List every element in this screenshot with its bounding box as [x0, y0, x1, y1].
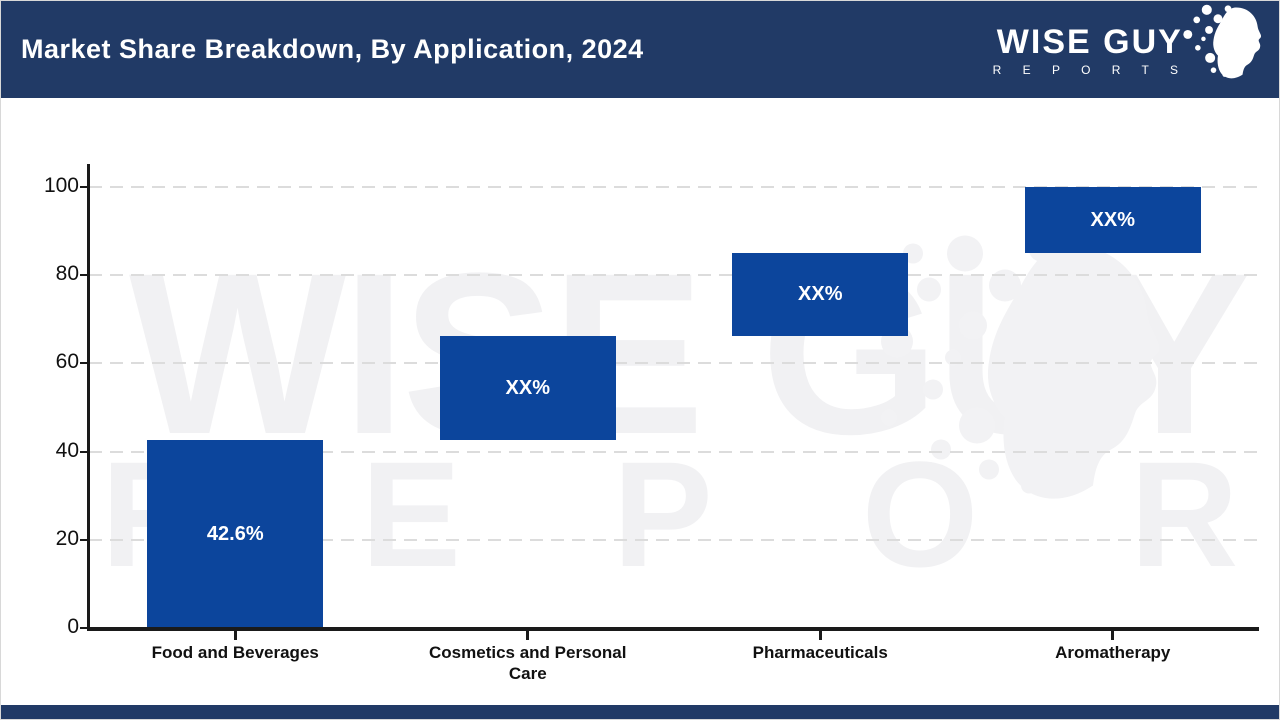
- x-axis-category-label: Aromatherapy: [1055, 643, 1171, 662]
- x-axis-category-label: Cosmetics and Personal Care: [429, 643, 627, 684]
- y-axis-tick-mark: [80, 274, 88, 277]
- gridline-80: [89, 274, 1259, 277]
- logo-text: WISE GUY R E P O R T S: [993, 23, 1187, 77]
- y-axis-tick-mark: [80, 450, 88, 453]
- y-axis-tick-label: 60: [55, 350, 79, 374]
- gridline-40: [89, 450, 1259, 453]
- x-axis-category-label: Pharmaceuticals: [752, 643, 888, 662]
- bar-food-and-beverages: 42.6%: [147, 440, 324, 628]
- y-axis-line: [87, 164, 90, 631]
- y-axis-tick-label: 40: [55, 438, 79, 462]
- page-title: Market Share Breakdown, By Application, …: [21, 34, 644, 64]
- y-axis-tick-mark: [80, 186, 88, 188]
- header-bar: Market Share Breakdown, By Application, …: [1, 1, 1279, 98]
- bar-value-label: XX%: [505, 376, 550, 399]
- y-axis-tick-mark: [80, 538, 88, 541]
- x-axis-line: [87, 627, 1259, 631]
- y-axis-tick-mark: [80, 627, 88, 629]
- gridline-20: [89, 538, 1259, 541]
- wise-guy-logo: WISE GUY R E P O R T S: [993, 2, 1273, 97]
- x-axis-tick-mark: [818, 631, 822, 640]
- logo-wordmark: WISE GUY: [996, 22, 1183, 61]
- bar-pharmaceuticals: XX%: [732, 253, 909, 337]
- y-axis-tick-label: 0: [67, 615, 79, 638]
- bar-value-label: XX%: [798, 283, 843, 306]
- bar-value-label: XX%: [1090, 208, 1135, 231]
- y-axis-tick-mark: [80, 362, 88, 365]
- y-axis-tick-label: 100: [43, 174, 79, 197]
- x-axis-tick-mark: [526, 631, 530, 640]
- logo-face-icon: [1183, 4, 1262, 79]
- gridline-100: [89, 186, 1259, 188]
- y-axis-tick-label: 80: [55, 262, 79, 286]
- x-axis-tick-mark: [1111, 631, 1115, 640]
- x-axis-tick-mark: [233, 631, 237, 640]
- gridline-60: [89, 362, 1259, 365]
- logo-subtitle: R E P O R T S: [992, 62, 1187, 77]
- x-axis-category-label: Food and Beverages: [151, 643, 319, 662]
- footer-bar: [1, 705, 1279, 719]
- bar-value-label: 42.6%: [206, 522, 264, 545]
- watermark-face-icon: [881, 235, 1160, 499]
- bar-aromatherapy: XX%: [1024, 187, 1201, 254]
- y-axis-tick-label: 20: [55, 526, 79, 550]
- bar-cosmetics-and-personal-care: XX%: [439, 336, 616, 441]
